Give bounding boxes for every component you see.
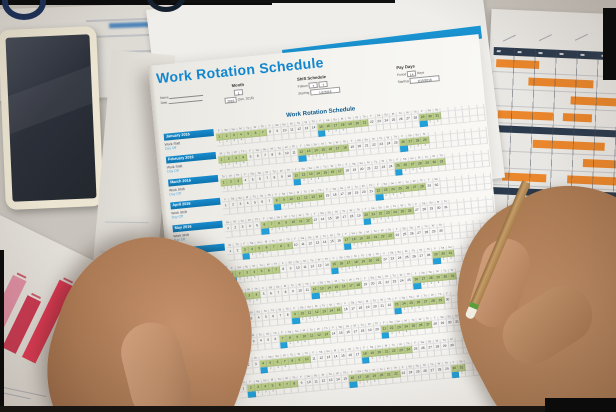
dark-object-top-edge xyxy=(170,0,395,3)
handwriting-line xyxy=(0,383,47,398)
month-note: (Jan, 2016) xyxy=(237,95,254,102)
pattern-on-box: 7 xyxy=(308,81,319,89)
shift-starting-label: Starting xyxy=(298,90,310,96)
pay-cell xyxy=(482,160,491,168)
pay-cell xyxy=(486,205,495,214)
column-header-tick xyxy=(502,34,516,42)
cable-loop xyxy=(2,0,46,20)
month-value-box: 1 xyxy=(233,88,244,96)
pay-starting-box: 1/15/2016 xyxy=(409,75,440,84)
pay-cell xyxy=(480,137,489,145)
pay-starting-label: Starting xyxy=(397,78,409,85)
gantt-bar xyxy=(567,175,616,186)
pattern-off-box: 7 xyxy=(318,80,328,88)
column-header-tick xyxy=(574,33,588,41)
tablet-device xyxy=(0,25,104,211)
period-label: Period xyxy=(396,71,407,77)
gantt-bar xyxy=(528,77,594,89)
gantt-bar xyxy=(497,110,554,121)
name-date-fields: Name Date xyxy=(160,90,204,105)
date-label: Date xyxy=(160,100,168,105)
gantt-bar xyxy=(562,113,592,123)
pay-cell xyxy=(484,183,493,191)
screen-reflection xyxy=(5,48,97,139)
column-header-tick xyxy=(538,34,552,42)
pay-days-group: Pay Days Period 14 Days Starting 1/15/20… xyxy=(396,61,440,85)
shift-schedule-group: Shift Schedule Pattern 7 7 Starting 1/1/… xyxy=(297,73,341,97)
gantt-bar xyxy=(570,96,616,107)
bleed-through-line xyxy=(104,221,149,224)
gantt-bar xyxy=(532,139,606,151)
pay-cell xyxy=(477,114,486,122)
name-label: Name xyxy=(159,94,169,100)
dark-object-bottom-right xyxy=(545,398,616,412)
dark-edge-left xyxy=(0,250,4,412)
dark-object-top-edge xyxy=(0,0,272,5)
month-group: Month 1 2016 (Jan, 2016) xyxy=(223,81,254,104)
period-unit: Days xyxy=(416,69,425,75)
dark-object-top-right xyxy=(603,8,616,80)
gantt-bar xyxy=(582,158,616,170)
period-value-box: 14 xyxy=(406,69,417,77)
pattern-label: Pattern xyxy=(297,83,309,89)
tablet-screen xyxy=(5,34,97,202)
gantt-bar xyxy=(495,59,540,69)
dark-edge-bottom xyxy=(0,406,616,412)
year-value-box: 2016 xyxy=(224,96,238,104)
